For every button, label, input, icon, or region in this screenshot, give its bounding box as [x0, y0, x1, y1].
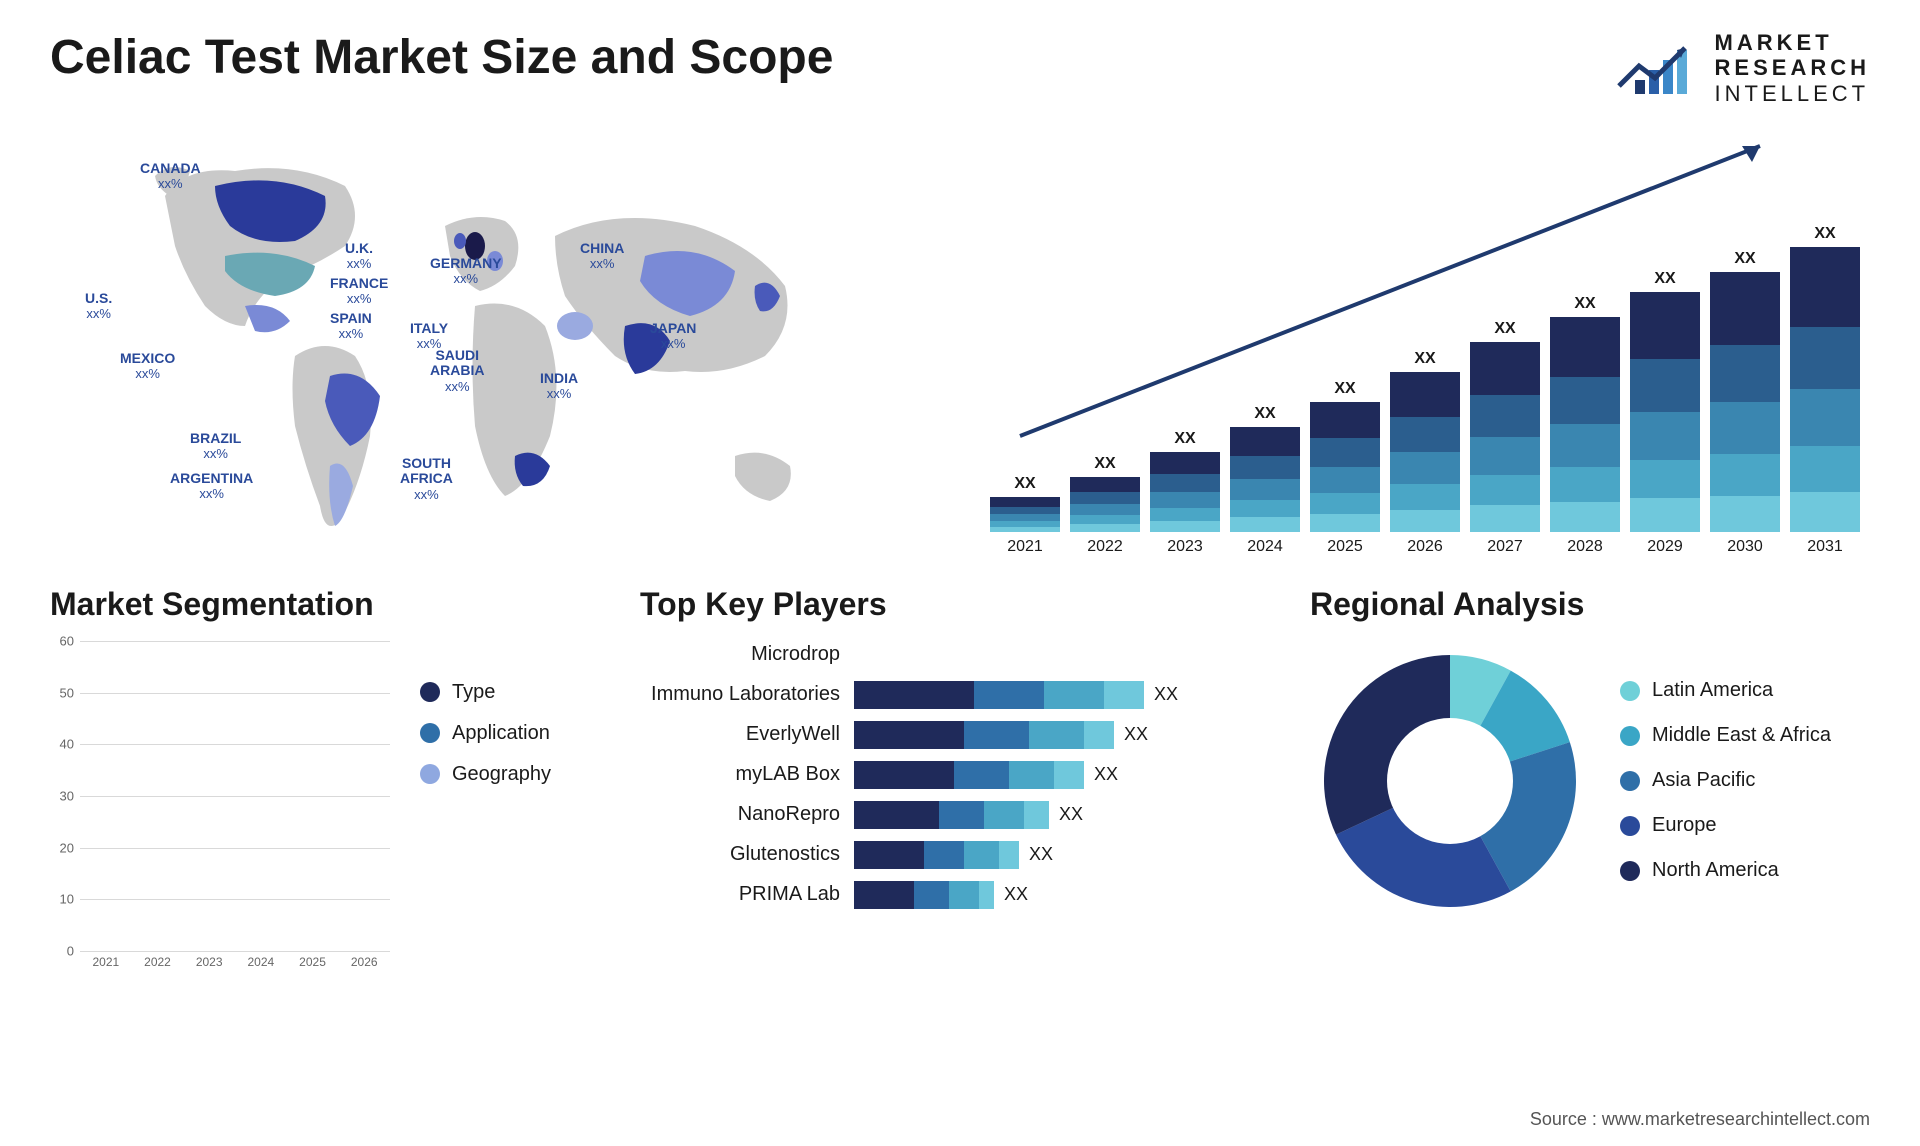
map-label: U.K.xx% — [345, 241, 373, 272]
map-label: BRAZILxx% — [190, 431, 241, 462]
map-label: ARGENTINAxx% — [170, 471, 253, 502]
top-row: CANADAxx% U.S.xx% MEXICOxx% BRAZILxx% ARGENT… — [50, 126, 1870, 556]
legend-item: Europe — [1620, 814, 1831, 837]
forecast-bar: XX2022 — [1070, 455, 1140, 556]
page-title: Celiac Test Market Size and Scope — [50, 30, 833, 85]
segmentation-panel: Market Segmentation 0102030405060 202120… — [50, 586, 610, 1066]
logo: MARKET RESEARCH INTELLECT — [1615, 30, 1870, 106]
segmentation-legend: Type Application Geography — [420, 641, 551, 981]
legend-item: Latin America — [1620, 679, 1831, 702]
forecast-chart-panel: XX2021XX2022XX2023XX2024XX2025XX2026XX20… — [980, 126, 1870, 556]
regional-title: Regional Analysis — [1310, 586, 1870, 623]
players-panel: Top Key Players Microdrop Immuno Laborato… — [640, 586, 1280, 1066]
player-row: Immuno LaboratoriesXX — [640, 681, 1280, 709]
logo-icon — [1615, 38, 1705, 98]
forecast-bar: XX2025 — [1310, 380, 1380, 556]
player-row: GlutenosticsXX — [640, 841, 1280, 869]
legend-item: Geography — [420, 763, 551, 786]
segmentation-bar-chart: 0102030405060 202120222023202420252026 — [50, 641, 390, 981]
regional-legend: Latin America Middle East & Africa Asia Pa… — [1620, 679, 1831, 882]
forecast-bar: XX2021 — [990, 475, 1060, 556]
world-map-panel: CANADAxx% U.S.xx% MEXICOxx% BRAZILxx% ARGENT… — [50, 126, 940, 556]
map-label: CANADAxx% — [140, 161, 201, 192]
forecast-bar: XX2029 — [1630, 270, 1700, 556]
map-label: JAPANxx% — [650, 321, 696, 352]
forecast-bar: XX2030 — [1710, 250, 1780, 556]
player-row: EverlyWellXX — [640, 721, 1280, 749]
logo-text: MARKET RESEARCH INTELLECT — [1715, 30, 1870, 106]
map-label: MEXICOxx% — [120, 351, 175, 382]
player-row: PRIMA LabXX — [640, 881, 1280, 909]
forecast-bar: XX2031 — [1790, 225, 1860, 556]
forecast-bar-chart: XX2021XX2022XX2023XX2024XX2025XX2026XX20… — [980, 176, 1870, 556]
legend-item: Asia Pacific — [1620, 769, 1831, 792]
forecast-bar: XX2027 — [1470, 320, 1540, 556]
forecast-bar: XX2026 — [1390, 350, 1460, 556]
map-label: INDIAxx% — [540, 371, 578, 402]
bottom-row: Market Segmentation 0102030405060 202120… — [50, 586, 1870, 1066]
regional-panel: Regional Analysis Latin America Middle Ea… — [1310, 586, 1870, 1066]
map-label: FRANCExx% — [330, 276, 388, 307]
segmentation-title: Market Segmentation — [50, 586, 610, 623]
map-label: SAUDIARABIAxx% — [430, 348, 484, 394]
player-row: Microdrop — [640, 641, 1280, 669]
map-label: U.S.xx% — [85, 291, 112, 322]
header: Celiac Test Market Size and Scope MARKET… — [50, 30, 1870, 106]
regional-donut-chart — [1310, 641, 1590, 921]
players-list: Microdrop Immuno LaboratoriesXX EverlyWell… — [640, 641, 1280, 909]
legend-item: Middle East & Africa — [1620, 724, 1831, 747]
player-row: NanoReproXX — [640, 801, 1280, 829]
forecast-bar: XX2028 — [1550, 295, 1620, 556]
map-label: CHINAxx% — [580, 241, 624, 272]
source-attribution: Source : www.marketresearchintellect.com — [1530, 1109, 1870, 1130]
forecast-bar: XX2024 — [1230, 405, 1300, 556]
players-title: Top Key Players — [640, 586, 1280, 623]
map-label: SOUTHAFRICAxx% — [400, 456, 453, 502]
legend-item: Type — [420, 681, 551, 704]
legend-item: North America — [1620, 859, 1831, 882]
forecast-bar: XX2023 — [1150, 430, 1220, 556]
legend-item: Application — [420, 722, 551, 745]
map-label: GERMANYxx% — [430, 256, 502, 287]
player-row: myLAB BoxXX — [640, 761, 1280, 789]
map-label: SPAINxx% — [330, 311, 372, 342]
